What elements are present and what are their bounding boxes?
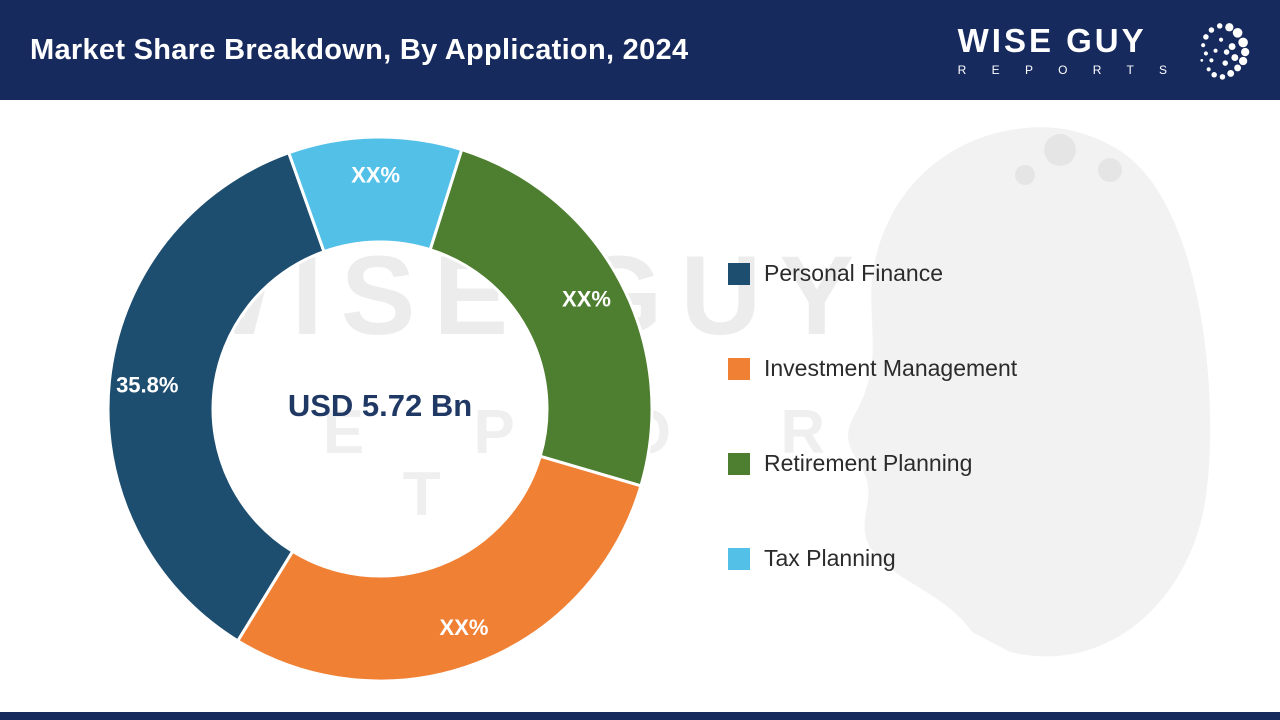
legend-item-retirement-planning: Retirement Planning bbox=[728, 450, 1017, 477]
legend-item-personal-finance: Personal Finance bbox=[728, 260, 1017, 287]
legend-label-personal-finance: Personal Finance bbox=[764, 260, 943, 286]
segment-label-personal-finance: 35.8% bbox=[116, 372, 178, 397]
header: Market Share Breakdown, By Application, … bbox=[0, 0, 1280, 100]
logo-wordmark: WISE GUY R E P O R T S bbox=[958, 24, 1178, 77]
donut-segment-tax-planning bbox=[287, 135, 464, 254]
donut-segment-personal-finance bbox=[106, 151, 326, 643]
segment-label-retirement-planning: XX% bbox=[562, 287, 611, 312]
legend-label-tax-planning: Tax Planning bbox=[764, 545, 896, 571]
legend-swatch-personal-finance bbox=[728, 262, 750, 285]
logo-subtitle: R E P O R T S bbox=[957, 62, 1178, 77]
legend-swatch-tax-planning bbox=[728, 547, 750, 570]
legend-swatch-retirement-planning bbox=[728, 452, 750, 475]
legend-item-investment-management: Investment Management bbox=[728, 355, 1017, 382]
dotted-head-icon bbox=[1200, 23, 1250, 80]
head-watermark bbox=[848, 127, 1211, 657]
legend-item-tax-planning: Tax Planning bbox=[728, 545, 1017, 572]
chart-area: WISE GUY R E P O R T S 35.8% XX% XX% XX% US… bbox=[0, 100, 1280, 712]
donut-center-value: USD 5.72 Bn bbox=[287, 388, 473, 423]
legend-label-retirement-planning: Retirement Planning bbox=[764, 450, 973, 476]
segment-label-tax-planning: XX% bbox=[351, 163, 400, 188]
donut-segment-investment-management bbox=[236, 454, 643, 683]
donut-chart: 35.8% XX% XX% XX% bbox=[106, 135, 654, 683]
legend: Personal Finance Investment Management Ret… bbox=[728, 260, 1017, 572]
brand-logo: WISE GUY R E P O R T S bbox=[958, 13, 1250, 87]
logo-title: WISE GUY bbox=[957, 21, 1147, 59]
page-title: Market Share Breakdown, By Application, … bbox=[30, 33, 689, 66]
donut-segment-retirement-planning bbox=[428, 148, 654, 488]
legend-swatch-investment-management bbox=[728, 357, 750, 380]
legend-label-investment-management: Investment Management bbox=[764, 355, 1018, 381]
segment-label-investment-management: XX% bbox=[440, 615, 489, 640]
footer-bar bbox=[0, 712, 1280, 720]
